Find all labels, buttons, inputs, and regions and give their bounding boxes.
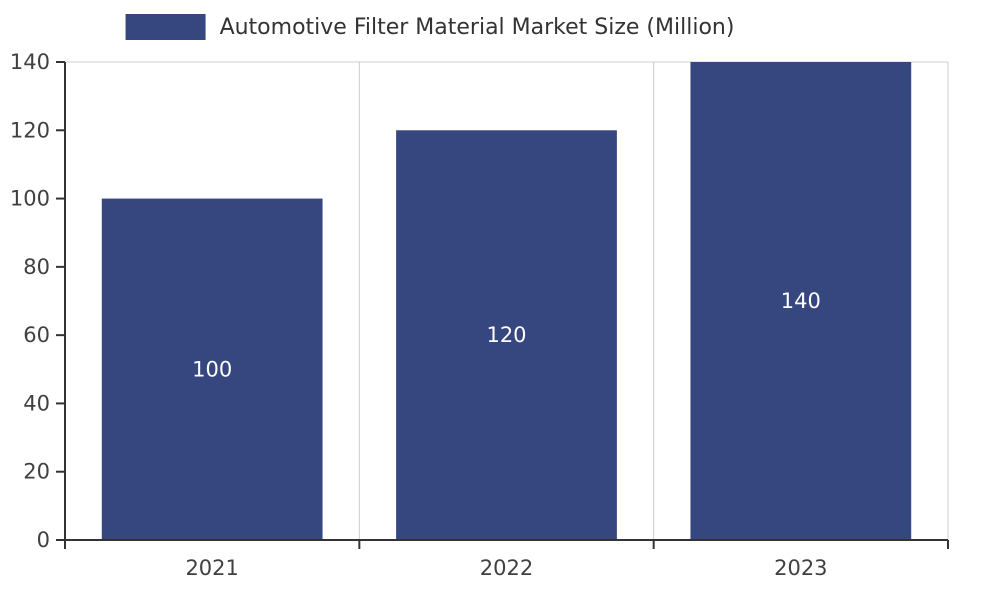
legend: Automotive Filter Material Market Size (… <box>125 14 735 40</box>
x-tick-label: 2022 <box>480 556 533 580</box>
x-tick-label: 2021 <box>185 556 238 580</box>
legend-label: Automotive Filter Material Market Size (… <box>219 14 735 40</box>
y-tick-label: 100 <box>10 187 50 211</box>
bar <box>690 62 912 540</box>
x-tick-label: 2023 <box>774 556 827 580</box>
bar-value-label: 100 <box>192 357 232 381</box>
y-tick-label: 40 <box>23 391 50 415</box>
y-tick-label: 140 <box>10 50 50 74</box>
y-tick-label: 0 <box>37 528 50 552</box>
bar-value-label: 120 <box>486 323 526 347</box>
y-tick-label: 20 <box>23 460 50 484</box>
bar-value-label: 140 <box>781 289 821 313</box>
bar <box>396 130 617 541</box>
y-tick-label: 80 <box>23 255 50 279</box>
bar <box>101 198 323 541</box>
y-tick-label: 60 <box>23 323 50 347</box>
y-tick-label: 120 <box>10 118 50 142</box>
legend-swatch <box>125 14 206 40</box>
